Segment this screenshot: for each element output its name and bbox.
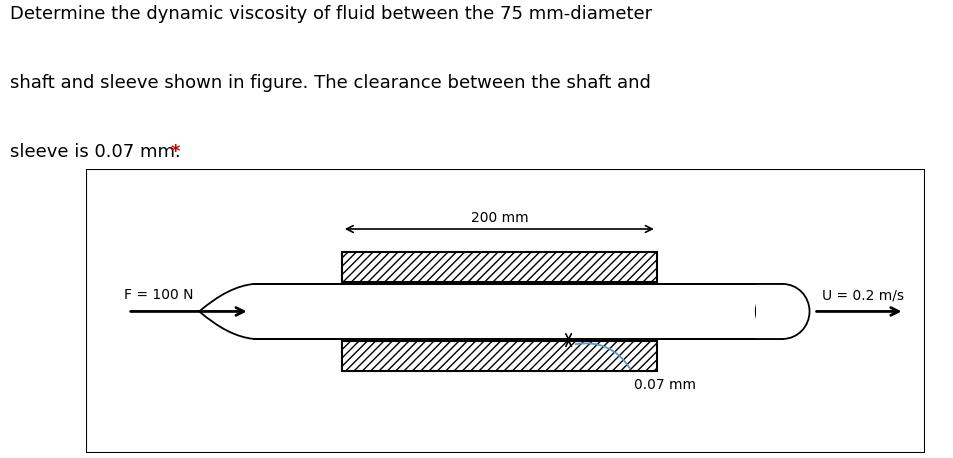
Text: *: * [171, 143, 180, 161]
Bar [755, 284, 781, 339]
Text: sleeve is 0.07 mm.: sleeve is 0.07 mm. [10, 143, 186, 161]
Bar [253, 284, 781, 339]
Text: 0.07 mm: 0.07 mm [634, 378, 696, 392]
Text: shaft and sleeve shown in figure. The clearance between the shaft and: shaft and sleeve shown in figure. The cl… [10, 74, 650, 92]
Bar [341, 341, 656, 371]
Text: U = 0.2 m/s: U = 0.2 m/s [821, 288, 903, 302]
PathPatch shape [199, 284, 253, 339]
Text: Determine the dynamic viscosity of fluid between the 75 mm-diameter: Determine the dynamic viscosity of fluid… [10, 5, 651, 22]
Bar [341, 252, 656, 282]
Text: F = 100 N: F = 100 N [124, 288, 193, 302]
Ellipse shape [755, 284, 809, 339]
Text: 200 mm: 200 mm [470, 211, 528, 225]
